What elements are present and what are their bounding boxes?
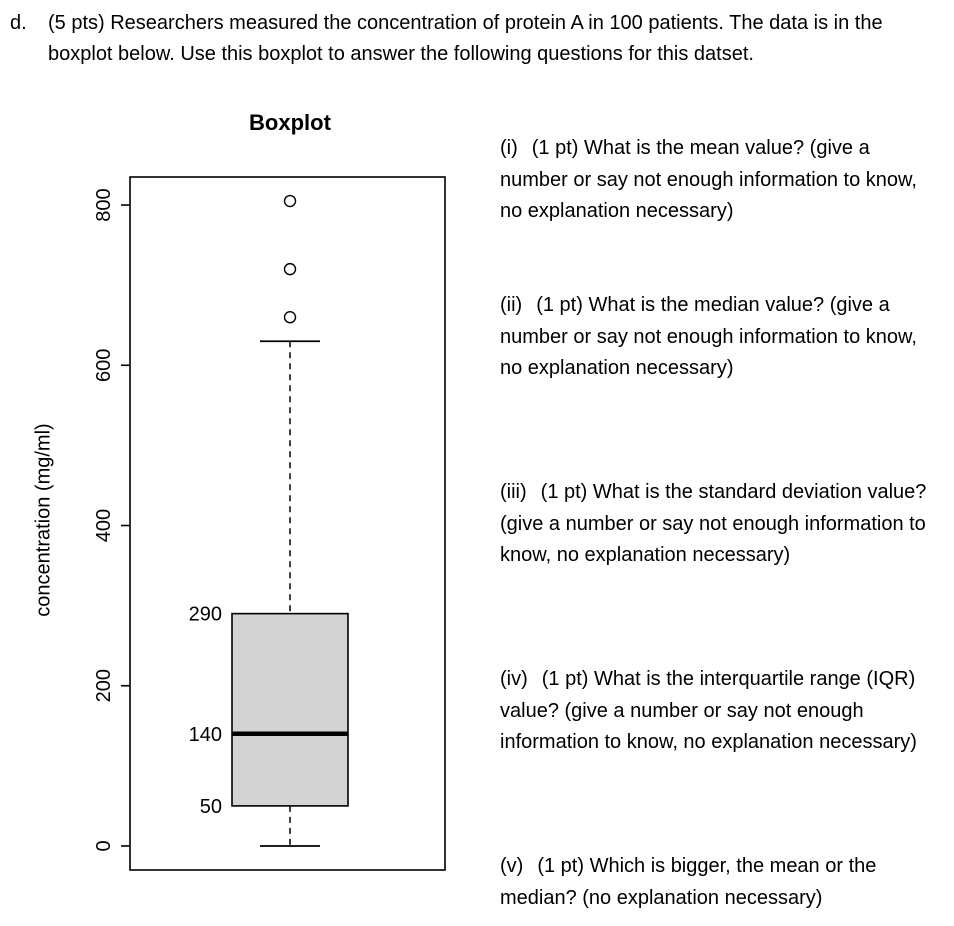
chart-title: Boxplot: [249, 110, 331, 135]
question-label: (i): [500, 137, 518, 159]
plot-frame: [129, 176, 446, 871]
question-item-v: (v) (1 pt) Which is bigger, the mean or t…: [500, 851, 940, 914]
outlier-point: [283, 262, 297, 276]
question-text: (1 pt) What is the median value? (give a…: [500, 294, 917, 379]
box-value-label: 50: [200, 796, 222, 818]
question-letter: d.: [10, 12, 27, 34]
question-text: (1 pt) What is the standard deviation va…: [500, 481, 927, 566]
questions-column: (i) (1 pt) What is the mean value? (give …: [500, 0, 946, 926]
question-header-text: (5 pts) Researchers measured the concent…: [48, 12, 883, 65]
question-label: (ii): [500, 294, 523, 316]
y-tick-label: 800: [93, 188, 115, 221]
y-tick-label: 600: [93, 349, 115, 382]
box-value-label: 140: [189, 724, 222, 746]
y-tick-label: 0: [93, 840, 115, 851]
boxplot-figure: 0 200 400 600 800 290 140 50: [93, 176, 446, 871]
question-label: (iii): [500, 481, 527, 503]
question-text: (1 pt) What is the interquartile range (…: [500, 668, 917, 753]
question-item-i: (i) (1 pt) What is the mean value? (give …: [500, 133, 940, 228]
iqr-box: [231, 612, 349, 807]
question-label: (iv): [500, 668, 528, 690]
question-item-iii: (iii) (1 pt) What is the standard deviati…: [500, 477, 940, 572]
question-text: (1 pt) Which is bigger, the mean or the …: [500, 855, 877, 909]
y-tick-label: 200: [93, 669, 115, 702]
question-label: (v): [500, 855, 524, 877]
question-item-ii: (ii) (1 pt) What is the median value? (gi…: [500, 290, 940, 385]
outlier-point: [283, 194, 297, 208]
box-value-label: 290: [189, 604, 222, 626]
y-tick-label: 400: [93, 509, 115, 542]
question-item-iv: (iv) (1 pt) What is the interquartile ran…: [500, 664, 940, 759]
question-text: (1 pt) What is the mean value? (give a n…: [500, 137, 917, 222]
outlier-point: [283, 311, 297, 324]
